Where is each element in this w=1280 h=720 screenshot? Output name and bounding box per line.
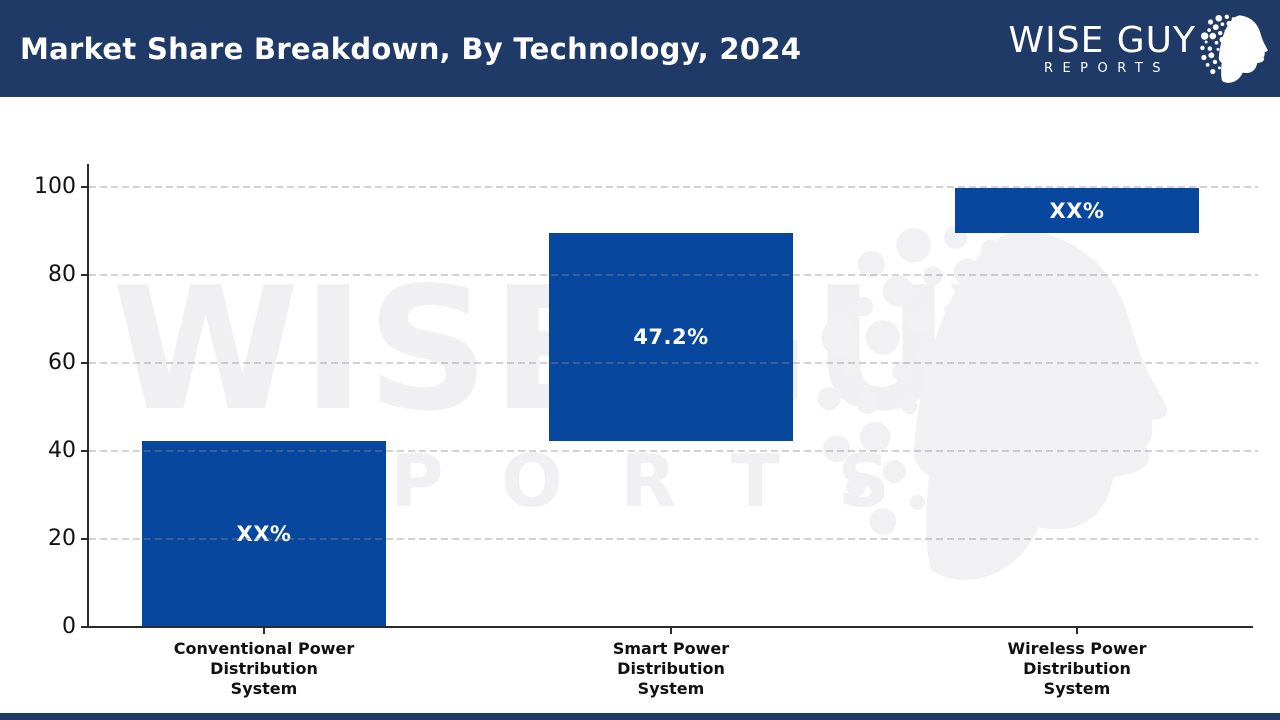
gridline-60	[89, 362, 1258, 364]
bar-value-label: XX%	[236, 521, 292, 546]
chart-title: Market Share Breakdown, By Technology, 2…	[20, 31, 802, 66]
y-tick-label-100: 100	[34, 174, 76, 199]
y-axis-spine	[87, 164, 89, 628]
y-tick-label-60: 60	[48, 350, 76, 375]
category-label: Conventional Power Distribution System	[173, 639, 355, 698]
gridline-20	[89, 538, 1258, 540]
x-tick	[1076, 628, 1078, 634]
x-axis-spine	[87, 626, 1253, 628]
bar-value-label: XX%	[1049, 198, 1105, 223]
category-label: Wireless Power Distribution System	[1007, 639, 1147, 698]
bar-segment: XX%	[142, 440, 386, 627]
y-tick-80	[81, 274, 88, 276]
logo-brand-sub: REPORTS	[1043, 60, 1171, 76]
gridline-40	[89, 450, 1258, 452]
watermark-face-icon	[806, 222, 1190, 587]
wiseguy-logo: WISE GUY REPORTS	[1009, 4, 1273, 94]
x-tick	[670, 628, 672, 634]
wiseguy-face-icon	[1198, 7, 1272, 91]
logo-text: WISE GUY REPORTS	[1009, 22, 1197, 76]
y-tick-0	[81, 626, 88, 628]
y-tick-label-80: 80	[48, 262, 76, 287]
bar-value-label: 47.2%	[633, 325, 709, 350]
y-tick-label-40: 40	[48, 438, 76, 463]
header-bar: Market Share Breakdown, By Technology, 2…	[0, 0, 1280, 97]
gridline-80	[89, 274, 1258, 276]
logo-brand-name: WISE GUY	[1008, 20, 1196, 62]
bar-segment: 47.2%	[549, 233, 793, 441]
gridline-100	[89, 186, 1258, 188]
y-tick-60	[81, 362, 88, 364]
bar-segment: XX%	[955, 187, 1199, 234]
y-tick-label-20: 20	[48, 526, 76, 551]
y-tick-label-0: 0	[62, 614, 76, 639]
category-label: Smart Power Distribution System	[612, 639, 730, 698]
x-tick	[263, 628, 265, 634]
y-tick-20	[81, 538, 88, 540]
footer-bar	[0, 713, 1280, 720]
y-tick-100	[81, 186, 88, 188]
y-tick-40	[81, 450, 88, 452]
